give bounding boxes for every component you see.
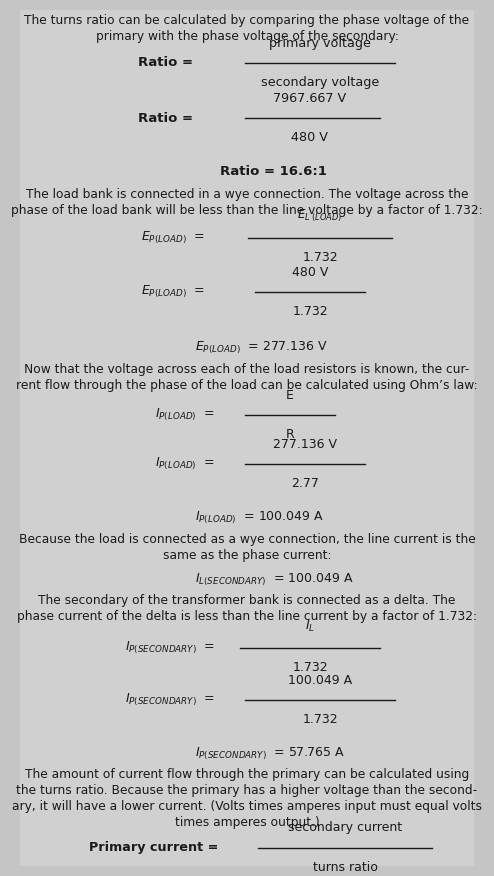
- Text: 1.732: 1.732: [302, 713, 338, 726]
- Text: secondary current: secondary current: [288, 821, 402, 834]
- Text: E: E: [286, 389, 294, 402]
- Text: 1.732: 1.732: [302, 251, 338, 264]
- Text: phase current of the delta is less than the line current by a factor of 1.732:: phase current of the delta is less than …: [17, 610, 477, 623]
- Text: ary, it will have a lower current. (Volts times amperes input must equal volts: ary, it will have a lower current. (Volt…: [12, 800, 482, 813]
- Text: 277.136 V: 277.136 V: [273, 438, 337, 451]
- Text: $I_{P(LOAD)}$  =: $I_{P(LOAD)}$ =: [155, 406, 215, 423]
- Text: Ratio = 16.6:1: Ratio = 16.6:1: [220, 165, 327, 178]
- Text: $E_{P(LOAD)}$  =: $E_{P(LOAD)}$ =: [141, 284, 205, 300]
- Text: 480 V: 480 V: [291, 131, 329, 144]
- Text: 7967.667 V: 7967.667 V: [273, 92, 347, 105]
- Text: 1.732: 1.732: [292, 661, 328, 674]
- Text: Because the load is connected as a wye connection, the line current is the: Because the load is connected as a wye c…: [19, 533, 475, 546]
- Text: 100.049 A: 100.049 A: [288, 674, 352, 687]
- Text: primary voltage: primary voltage: [269, 37, 371, 50]
- Text: $I_{P(SECONDARY)}$  = 57.765 A: $I_{P(SECONDARY)}$ = 57.765 A: [195, 746, 345, 762]
- Text: $I_{P(LOAD)}$  = 100.049 A: $I_{P(LOAD)}$ = 100.049 A: [195, 510, 324, 526]
- Text: same as the phase current:: same as the phase current:: [163, 549, 331, 562]
- Text: $I_{P(LOAD)}$  =: $I_{P(LOAD)}$ =: [155, 456, 215, 472]
- Text: 1.732: 1.732: [292, 305, 328, 318]
- Text: $I_{P(SECONDARY)}$  =: $I_{P(SECONDARY)}$ =: [125, 639, 215, 656]
- Text: Ratio =: Ratio =: [138, 111, 193, 124]
- Text: The amount of current flow through the primary can be calculated using: The amount of current flow through the p…: [25, 768, 469, 781]
- Text: R: R: [286, 428, 294, 441]
- Text: 480 V: 480 V: [292, 266, 328, 279]
- Text: The turns ratio can be calculated by comparing the phase voltage of the: The turns ratio can be calculated by com…: [24, 14, 470, 27]
- Text: phase of the load bank will be less than the line voltage by a factor of 1.732:: phase of the load bank will be less than…: [11, 204, 483, 217]
- Text: turns ratio: turns ratio: [313, 861, 377, 874]
- Text: $I_{P(SECONDARY)}$  =: $I_{P(SECONDARY)}$ =: [125, 692, 215, 708]
- Text: $I_L$: $I_L$: [305, 619, 315, 634]
- Text: 2.77: 2.77: [291, 477, 319, 490]
- Text: primary with the phase voltage of the secondary:: primary with the phase voltage of the se…: [95, 30, 399, 43]
- Text: Now that the voltage across each of the load resistors is known, the cur-: Now that the voltage across each of the …: [24, 363, 470, 376]
- Text: $E_{P(LOAD)}$  =: $E_{P(LOAD)}$ =: [141, 230, 205, 246]
- Text: Primary current =: Primary current =: [88, 842, 218, 854]
- Text: Ratio =: Ratio =: [138, 56, 193, 69]
- Text: the turns ratio. Because the primary has a higher voltage than the second-: the turns ratio. Because the primary has…: [16, 784, 478, 797]
- Text: $E_{P(LOAD)}$  = 277.136 V: $E_{P(LOAD)}$ = 277.136 V: [195, 340, 328, 357]
- Text: secondary voltage: secondary voltage: [261, 76, 379, 89]
- Text: $I_{L(SECONDARY)}$  = 100.049 A: $I_{L(SECONDARY)}$ = 100.049 A: [195, 572, 354, 589]
- Text: rent flow through the phase of the load can be calculated using Ohm’s law:: rent flow through the phase of the load …: [16, 379, 478, 392]
- Text: The load bank is connected in a wye connection. The voltage across the: The load bank is connected in a wye conn…: [26, 188, 468, 201]
- Text: $E_{L\ (LOAD)}$: $E_{L\ (LOAD)}$: [297, 208, 343, 224]
- Text: times amperes output.): times amperes output.): [174, 816, 320, 829]
- Text: The secondary of the transformer bank is connected as a delta. The: The secondary of the transformer bank is…: [39, 594, 455, 607]
